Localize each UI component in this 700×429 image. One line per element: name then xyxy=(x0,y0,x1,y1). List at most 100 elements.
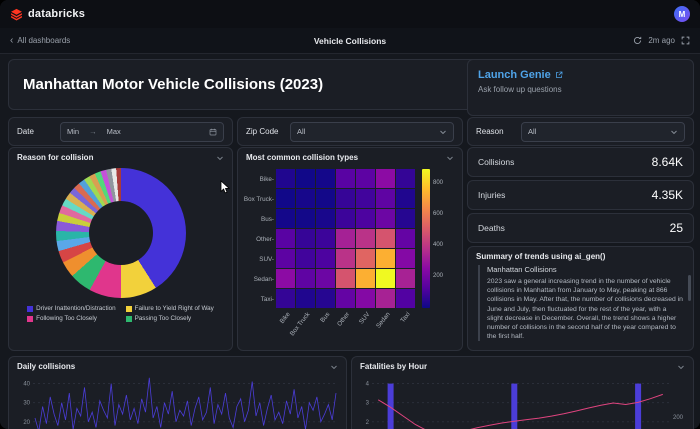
heatmap-colorbar: 800 600 400 200 xyxy=(422,169,450,341)
heatmap-cell xyxy=(396,229,415,248)
heatmap-cell xyxy=(336,249,355,268)
legend-swatch xyxy=(27,305,34,312)
date-max-placeholder[interactable]: Max xyxy=(106,127,121,136)
back-label: All dashboards xyxy=(17,36,71,45)
heatmap-row-label: Box Truck- xyxy=(243,195,274,203)
kpi-card-deaths: Deaths 25 xyxy=(467,213,694,243)
heatmap-cell xyxy=(296,189,315,208)
reason-dropdown[interactable]: All xyxy=(521,121,685,142)
heatmap-xlabels: Bike Box Truck Bus Other SUV Sedan Taxi xyxy=(276,311,416,341)
heatmap-cell xyxy=(316,249,335,268)
heatmap-cell xyxy=(276,209,295,228)
legend-item[interactable]: Failure to Yield Right of Way xyxy=(125,305,214,312)
chevron-down-icon[interactable] xyxy=(446,154,454,162)
chevron-down-icon[interactable] xyxy=(677,363,685,371)
heatmap-ylabels: Bike- Box Truck- Bus- Other- SUV- Sedan- Taxi- xyxy=(240,169,276,341)
scrollbar-thumb[interactable] xyxy=(688,275,691,301)
zip-selected-value: All xyxy=(297,127,306,136)
heatmap-cell xyxy=(276,189,295,208)
heatmap-cell xyxy=(396,189,415,208)
chevron-down-icon[interactable] xyxy=(330,363,338,371)
legend-label: Failure to Yield Right of Way xyxy=(134,305,214,312)
heatmap-cell xyxy=(336,289,355,308)
back-to-dashboards-link[interactable]: ‹ All dashboards xyxy=(10,34,71,46)
heatmap-row-label: Bike- xyxy=(259,175,274,183)
chevron-down-icon[interactable] xyxy=(216,154,224,162)
kpi-value: 8.64K xyxy=(651,155,683,169)
databricks-home-link[interactable]: databricks xyxy=(10,8,85,21)
kpi-label: Deaths xyxy=(478,223,505,233)
heatmap-cell xyxy=(376,249,395,268)
zip-filter-label: Zip Code xyxy=(246,127,279,136)
heatmap-cell xyxy=(316,289,335,308)
heatmap-row-label: Sedan- xyxy=(253,275,274,283)
user-avatar[interactable]: M xyxy=(674,6,690,22)
launch-genie-label: Launch Genie xyxy=(478,69,551,81)
kpi-card-collisions: Collisions 8.64K xyxy=(467,147,694,177)
heatmap-cell xyxy=(296,209,315,228)
date-min-placeholder[interactable]: Min xyxy=(67,127,80,136)
heatmap-cell xyxy=(316,269,335,288)
donut-hole xyxy=(88,201,153,265)
panel-title: Daily collisions xyxy=(17,362,76,371)
dashboard-canvas: Manhattan Motor Vehicle Collisions (2023… xyxy=(0,54,700,429)
legend-item[interactable]: Following Too Closely xyxy=(27,315,115,322)
heatmap-row-label: Other- xyxy=(256,235,274,243)
reason-filter-label: Reason xyxy=(476,127,504,136)
arrow-right-icon: → xyxy=(89,127,97,136)
heatmap-cell xyxy=(276,169,295,188)
launch-genie-link[interactable]: Launch Genie xyxy=(478,69,683,81)
summary-title: Summary of trends using ai_gen() xyxy=(476,252,606,261)
heatmap-row-label: Bus- xyxy=(261,215,274,223)
heatmap-grid xyxy=(276,169,416,308)
external-link-icon xyxy=(555,71,563,78)
reason-selected-value: All xyxy=(528,127,537,136)
calendar-icon[interactable] xyxy=(209,128,217,136)
heatmap-col-label: Other xyxy=(336,311,352,328)
chevron-left-icon: ‹ xyxy=(10,34,14,46)
heatmap-cell xyxy=(276,269,295,288)
heatmap-cell xyxy=(356,269,375,288)
heatmap-cell xyxy=(316,169,335,188)
svg-text:30: 30 xyxy=(23,401,30,407)
svg-text:4: 4 xyxy=(366,382,370,388)
date-range-input[interactable]: Min → Max xyxy=(60,121,224,142)
svg-text:3: 3 xyxy=(366,401,370,407)
heatmap-row-label: Taxi- xyxy=(260,295,274,303)
kpi-card-injuries: Injuries 4.35K xyxy=(467,180,694,210)
zip-dropdown[interactable]: All xyxy=(290,121,454,142)
dashboard-title: Vehicle Collisions xyxy=(313,35,387,46)
brand-name: databricks xyxy=(28,8,86,20)
donut-legend: Driver Inattention/Distraction Failure to… xyxy=(9,305,232,322)
reason-for-collision-panel: Reason for collision Driver Inattention/… xyxy=(8,147,233,351)
refresh-icon[interactable] xyxy=(633,36,642,45)
heatmap-colorbar-ticks: 800 600 400 200 xyxy=(433,169,449,308)
fullscreen-icon[interactable] xyxy=(681,36,690,45)
kpi-value: 25 xyxy=(669,221,683,235)
heatmap-cell xyxy=(356,249,375,268)
heatmap-cell xyxy=(376,289,395,308)
heatmap-cell xyxy=(296,289,315,308)
heatmap-cell xyxy=(396,269,415,288)
legend-swatch xyxy=(125,315,132,322)
heatmap-cell xyxy=(376,229,395,248)
panel-title: Fatalities by Hour xyxy=(360,362,428,371)
legend-item[interactable]: Passing Too Closely xyxy=(125,315,214,322)
kpi-label: Collisions xyxy=(478,157,515,167)
heatmap-col-label: SUV xyxy=(358,311,372,326)
heatmap-cell xyxy=(296,269,315,288)
heatmap-cell xyxy=(376,209,395,228)
heatmap-cell xyxy=(356,169,375,188)
heatmap-col-label: Bus xyxy=(319,311,332,324)
colorbar-tick: 800 xyxy=(433,180,444,187)
heatmap-cell xyxy=(296,229,315,248)
heatmap-col-label: Box Truck xyxy=(288,311,312,338)
legend-item[interactable]: Driver Inattention/Distraction xyxy=(27,305,116,312)
heatmap-col-label: Sedan xyxy=(374,311,392,330)
heatmap-cell xyxy=(396,169,415,188)
filter-date-panel: Date Min → Max xyxy=(8,117,233,146)
svg-text:2: 2 xyxy=(366,420,370,426)
heatmap-cell xyxy=(396,289,415,308)
heatmap-row-label: SUV- xyxy=(259,255,274,263)
